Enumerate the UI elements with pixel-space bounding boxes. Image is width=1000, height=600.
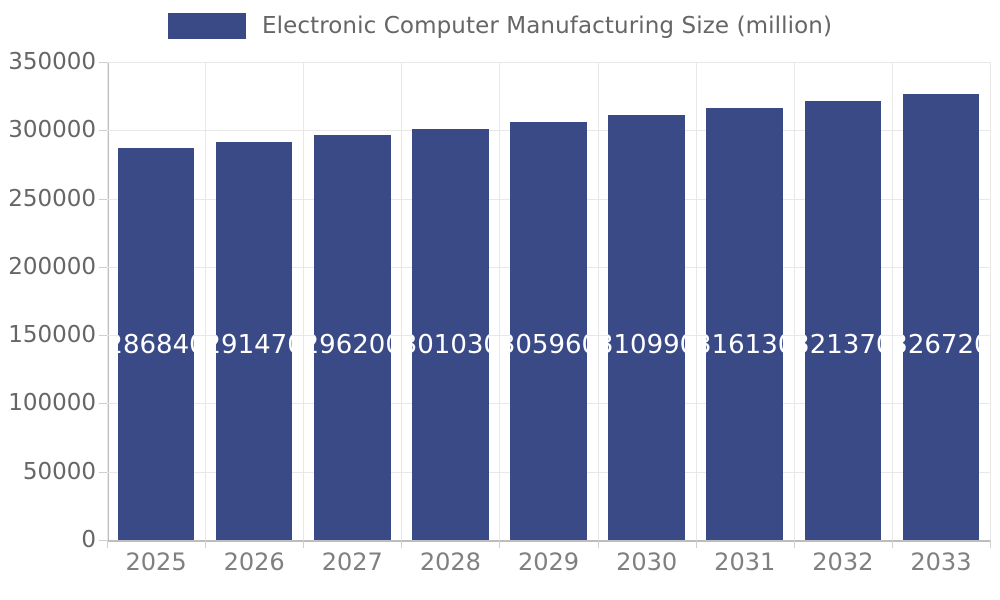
bar-value-label: 291470 [216, 330, 293, 360]
chart-legend: Electronic Computer Manufacturing Size (… [0, 0, 1000, 52]
y-axis-tick-label: 100000 [8, 390, 96, 417]
gridline-vertical [892, 62, 893, 540]
y-axis-tick-label: 200000 [8, 253, 96, 280]
y-tick-mark [99, 198, 107, 200]
bar-label-clip: 310990 [608, 62, 685, 540]
gridline-vertical [303, 62, 304, 540]
bar-label-clip: 326720 [903, 62, 980, 540]
gridline-vertical [696, 62, 697, 540]
bar[interactable] [215, 141, 293, 540]
bar-label-clip: 296200 [314, 62, 391, 540]
x-axis-tick-label: 2029 [517, 548, 580, 576]
y-axis-tick-label: 300000 [8, 117, 96, 144]
bars-layer: 286840 291470 296200 301030 305960 310990 3161… [107, 62, 990, 540]
x-tick-mark [107, 540, 108, 548]
x-tick-mark [794, 540, 795, 548]
legend-label: Electronic Computer Manufacturing Size (… [261, 13, 833, 39]
gridline-vertical [598, 62, 599, 540]
y-axis-tick-label: 350000 [8, 49, 96, 75]
bar-group-2027[interactable]: 296200 [303, 62, 401, 540]
bar-group-2031[interactable]: 316130 [696, 62, 794, 540]
x-axis-tick-label: 2031 [714, 548, 776, 576]
bar-group-2026[interactable]: 291470 [205, 62, 303, 540]
y-axis-tick-label: 250000 [8, 185, 96, 212]
bar-value-label: 286840 [118, 330, 195, 360]
bar-group-2025[interactable]: 286840 [107, 62, 205, 540]
bar[interactable] [608, 115, 685, 540]
legend-color-swatch [167, 13, 246, 39]
bar-label-clip: 291470 [216, 62, 293, 540]
bar[interactable] [510, 122, 587, 540]
gridline-vertical [990, 62, 991, 540]
x-tick-mark [205, 540, 206, 548]
x-axis-tick-label: 2027 [321, 548, 383, 576]
bar[interactable] [902, 93, 980, 540]
bar-label-clip: 316130 [706, 62, 783, 540]
legend-item-electronic-computer-manufacturing-size[interactable]: Electronic Computer Manufacturing Size (… [167, 13, 833, 39]
x-axis-tick-label: 2025 [125, 548, 187, 576]
bar[interactable] [412, 128, 489, 540]
gridline-vertical [499, 62, 500, 540]
bar-value-label: 316130 [706, 330, 783, 360]
gridline-vertical [107, 62, 108, 540]
x-axis-tick-label: 2028 [419, 548, 481, 576]
y-axis-tick-label: 50000 [22, 458, 96, 485]
x-axis-tick-label: 2032 [812, 548, 874, 576]
bar-group-2033[interactable]: 326720 [892, 62, 990, 540]
x-axis-labels: 2025 2026 2027 2028 2029 2030 2031 2032 2033 [107, 540, 991, 588]
y-axis-tick-label: 0 [81, 527, 96, 553]
gridline-vertical [401, 62, 402, 540]
x-axis-tick-label: 2030 [616, 548, 678, 576]
bar-value-label: 301030 [412, 330, 489, 360]
y-tick-mark [99, 266, 107, 268]
bar-value-label: 305960 [510, 330, 587, 360]
gridline-vertical [794, 62, 795, 540]
y-tick-mark [99, 335, 107, 337]
bar-label-clip: 305960 [510, 62, 587, 540]
bar-value-label: 310990 [608, 330, 685, 360]
gridline-horizontal [107, 62, 990, 63]
bar-value-label: 326720 [903, 330, 980, 360]
x-tick-mark [598, 540, 599, 548]
x-tick-mark [696, 540, 697, 548]
x-tick-mark [892, 540, 893, 548]
bar-group-2032[interactable]: 321370 [794, 62, 892, 540]
bar[interactable] [804, 101, 882, 540]
x-axis-tick-label: 2033 [910, 548, 972, 576]
x-tick-mark [303, 540, 304, 548]
bar[interactable] [314, 135, 391, 540]
y-tick-mark [99, 62, 107, 63]
y-tick-mark [99, 403, 107, 405]
bar[interactable] [706, 108, 783, 540]
y-axis-line [107, 62, 109, 542]
bar-value-label: 321370 [805, 330, 882, 360]
y-axis-tick-label: 150000 [8, 322, 96, 349]
x-tick-mark [401, 540, 402, 548]
gridline-horizontal [107, 540, 990, 542]
bar-label-clip: 286840 [118, 62, 195, 540]
gridline-vertical [205, 62, 206, 540]
x-axis-tick-label: 2026 [223, 548, 285, 576]
x-tick-mark [499, 540, 500, 548]
x-tick-mark [990, 540, 991, 548]
bar-group-2028[interactable]: 301030 [401, 62, 499, 540]
bar-group-2030[interactable]: 310990 [598, 62, 696, 540]
bar-group-2029[interactable]: 305960 [499, 62, 597, 540]
bar-value-label: 296200 [314, 330, 391, 360]
y-tick-mark [99, 540, 107, 541]
bar[interactable] [117, 148, 195, 540]
bar-label-clip: 301030 [412, 62, 489, 540]
y-tick-mark [99, 130, 107, 132]
bar-label-clip: 321370 [805, 62, 882, 540]
y-tick-mark [99, 471, 107, 473]
